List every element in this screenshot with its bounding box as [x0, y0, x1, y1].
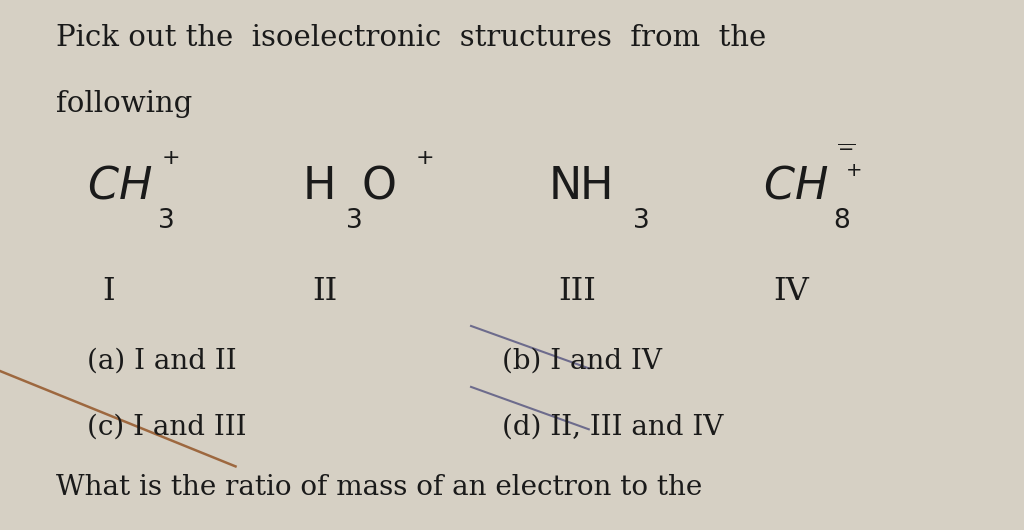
Text: $\mathrm{O}$: $\mathrm{O}$ [361, 165, 396, 208]
Text: $+$: $+$ [415, 148, 433, 169]
Text: $+$: $+$ [161, 148, 179, 169]
Text: IV: IV [773, 276, 809, 306]
Text: What is the ratio of mass of an electron to the: What is the ratio of mass of an electron… [56, 474, 702, 501]
Text: II: II [312, 276, 338, 306]
Text: $+$: $+$ [845, 162, 861, 181]
Text: $\mathit{CH}$: $\mathit{CH}$ [763, 165, 828, 208]
Text: $3$: $3$ [345, 208, 361, 234]
Text: $3$: $3$ [632, 208, 648, 234]
Text: $\mathrm{NH}$: $\mathrm{NH}$ [548, 165, 610, 208]
Text: I: I [102, 276, 115, 306]
Text: following: following [56, 90, 193, 118]
Text: Pick out the  isoelectronic  structures  from  the: Pick out the isoelectronic structures fr… [56, 24, 767, 52]
Text: $\mathrm{H}$: $\mathrm{H}$ [302, 165, 333, 208]
Text: $3$: $3$ [157, 208, 173, 234]
Text: (a) I and II: (a) I and II [87, 347, 237, 374]
Text: $\mathit{CH}$: $\mathit{CH}$ [87, 165, 153, 208]
Text: (c) I and III: (c) I and III [87, 413, 247, 440]
Text: (b) I and IV: (b) I and IV [502, 347, 662, 374]
Text: $\overline{-}$: $\overline{-}$ [837, 139, 855, 158]
Text: (d) II, III and IV: (d) II, III and IV [502, 413, 723, 440]
Text: $8$: $8$ [833, 208, 850, 234]
Text: III: III [558, 276, 596, 306]
